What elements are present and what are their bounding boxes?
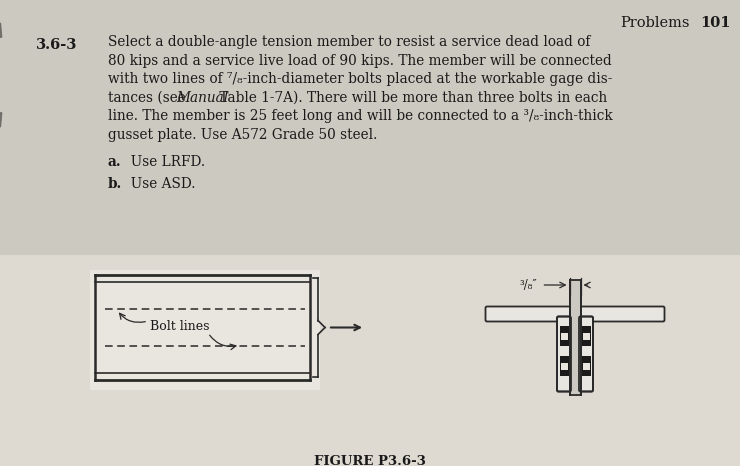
Text: Use ASD.: Use ASD. [122,178,195,192]
FancyBboxPatch shape [579,316,593,391]
Bar [570,280,580,395]
Text: gusset plate. Use A572 Grade 50 steel.: gusset plate. Use A572 Grade 50 steel. [108,128,377,142]
Bar [0,255,740,466]
FancyBboxPatch shape [485,307,665,322]
Text: FIGURE P3.6-3: FIGURE P3.6-3 [314,455,426,466]
Bar [570,280,580,395]
FancyBboxPatch shape [557,316,571,391]
Text: a.: a. [108,155,121,169]
Text: Use LRFD.: Use LRFD. [122,155,205,169]
Text: line. The member is 25 feet long and will be connected to a ³/₈-inch-thick: line. The member is 25 feet long and wil… [108,109,613,123]
Text: Select a double-angle tension member to resist a service dead load of: Select a double-angle tension member to … [108,35,591,49]
Text: 3.6-3: 3.6-3 [36,38,78,52]
Bar [559,356,568,376]
Bar [582,356,591,376]
Text: ³/₈″: ³/₈″ [519,279,537,292]
Text: with two lines of ⁷/₈-inch-diameter bolts placed at the workable gage dis-: with two lines of ⁷/₈-inch-diameter bolt… [108,72,613,86]
Text: 101: 101 [700,16,730,30]
Text: Manual: Manual [176,90,228,104]
Text: Problems: Problems [620,16,690,30]
Bar [90,270,320,390]
Bar [582,333,590,340]
Bar [560,333,568,340]
Text: Bolt lines: Bolt lines [150,321,209,334]
Text: 80 kips and a service live load of 90 kips. The member will be connected: 80 kips and a service live load of 90 ki… [108,54,612,68]
Text: tances (see: tances (see [108,90,190,104]
Bar [582,363,590,370]
Bar [559,326,568,346]
Bar [582,326,591,346]
Bar [560,363,568,370]
Polygon shape [0,23,1,127]
Text: Table 1-7A). There will be more than three bolts in each: Table 1-7A). There will be more than thr… [215,90,608,104]
Text: b.: b. [108,178,122,192]
